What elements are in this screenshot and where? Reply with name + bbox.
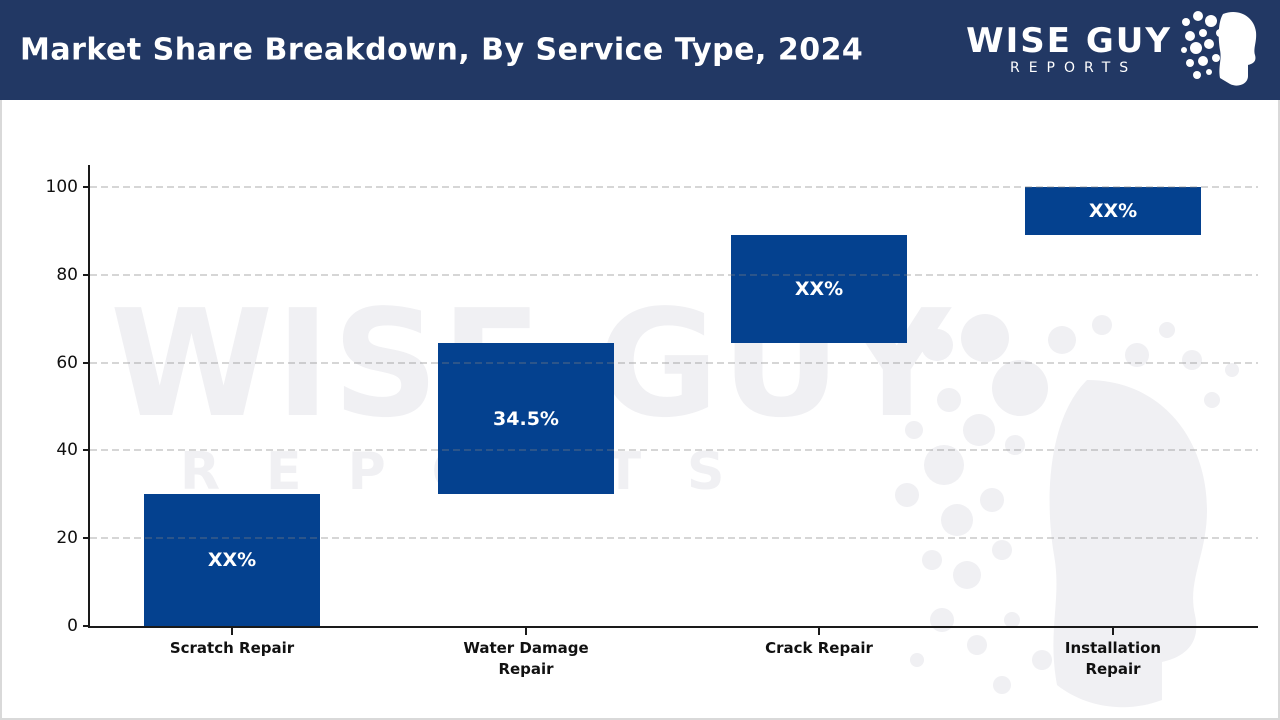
x-category-label-line: Repair	[498, 660, 554, 678]
bar-value-label: 34.5%	[493, 407, 559, 430]
x-tick-mark	[1112, 628, 1114, 635]
y-gridline	[90, 186, 1258, 188]
bar-value-label: XX%	[1088, 200, 1138, 223]
x-axis-line	[88, 626, 1258, 628]
y-tick-mark	[83, 537, 90, 540]
y-tick-label: 20	[56, 528, 78, 549]
bar-value-label: XX%	[207, 549, 257, 572]
page-title: Market Share Breakdown, By Service Type,…	[20, 32, 864, 68]
bar-value-label: XX%	[794, 278, 844, 301]
x-tick-mark	[818, 628, 820, 635]
y-tick-mark	[83, 449, 90, 452]
brand-subname: REPORTS	[1009, 60, 1138, 76]
y-gridline	[90, 273, 1258, 276]
y-tick-label: 100	[45, 177, 78, 197]
x-category-label-line: Installation	[1064, 639, 1162, 657]
x-category-label-line: Water Damage	[463, 639, 589, 657]
y-tick-label: 80	[56, 264, 78, 285]
x-tick-mark	[525, 628, 527, 635]
chart-area: WISE GUY REPORTS XX%34.5%XX%XX%020406080…	[0, 100, 1280, 720]
brand-head-icon	[1176, 6, 1262, 94]
bar-segment	[731, 235, 907, 343]
brand-name: WISE GUY	[966, 21, 1172, 61]
watermark-head-icon	[862, 210, 1262, 714]
y-tick-label: 60	[56, 352, 78, 373]
y-tick-mark	[83, 361, 90, 364]
x-category-label: Crack Repair	[709, 638, 929, 659]
y-gridline	[90, 449, 1258, 452]
x-tick-mark	[231, 628, 233, 635]
y-tick-label: 0	[67, 616, 78, 636]
bar-segment	[1025, 187, 1201, 236]
brand-logo-text: WISE GUY REPORTS	[966, 23, 1172, 77]
y-tick-mark	[83, 273, 90, 276]
y-gridline	[90, 361, 1258, 364]
y-tick-mark	[83, 186, 90, 188]
x-category-label-line: Scratch Repair	[169, 639, 295, 657]
y-tick-label: 40	[56, 440, 78, 461]
header-bar: Market Share Breakdown, By Service Type,…	[0, 0, 1280, 100]
x-category-label: Water Damage Repair	[416, 638, 636, 680]
x-category-label: Installation Repair	[1003, 638, 1223, 680]
y-tick-mark	[83, 625, 90, 627]
y-axis-line	[88, 165, 90, 628]
bar-segment	[438, 342, 614, 495]
x-category-label-line: Repair	[1085, 660, 1141, 678]
bar-segment	[144, 494, 320, 626]
x-category-label: Scratch Repair	[122, 638, 342, 659]
y-gridline	[90, 537, 1258, 540]
brand-logo: WISE GUY REPORTS	[966, 8, 1262, 92]
x-category-label-line: Crack Repair	[765, 639, 873, 657]
